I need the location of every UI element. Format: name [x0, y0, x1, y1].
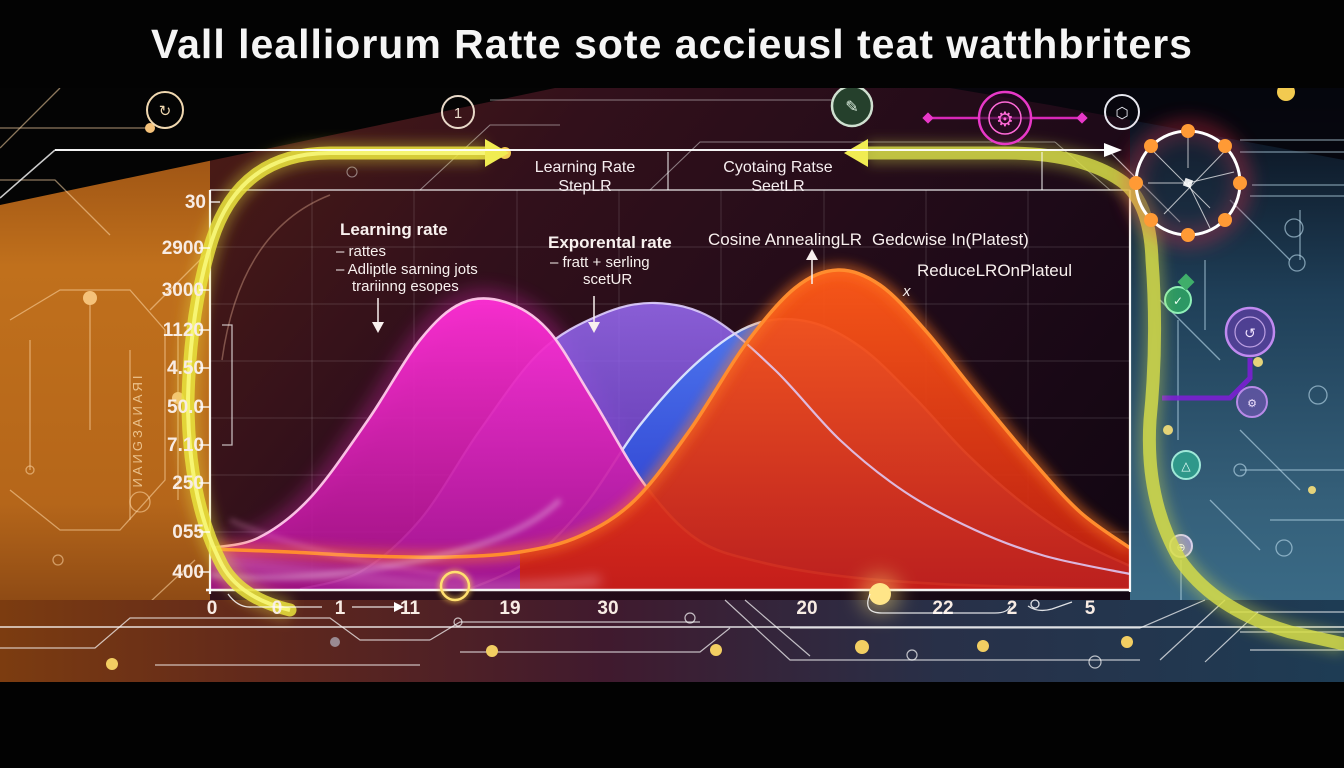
x-tick: 0 — [207, 598, 218, 619]
legend-left-title: Learning rate — [340, 220, 448, 239]
hexagon-icon — [1104, 94, 1140, 130]
curve-red-area — [520, 269, 1130, 589]
scheduler-label-1-line1: Learning Rate — [535, 159, 636, 176]
down-arrow-icon — [372, 322, 384, 333]
svg-text:↻: ↻ — [159, 103, 172, 120]
dial-circle — [1128, 123, 1248, 291]
svg-text:△: △ — [1181, 459, 1191, 473]
down-arrow-icon — [588, 322, 600, 333]
purple-node-large-icon — [1224, 306, 1276, 358]
teal-node-icon — [1171, 450, 1201, 480]
svg-text:⬡: ⬡ — [1115, 105, 1128, 122]
scheduler-label-2-line2: SeetLR — [751, 178, 804, 195]
reduce-lr-marker: x — [902, 283, 911, 300]
up-arrow-icon — [806, 249, 818, 260]
axis-glow-ring-core — [439, 570, 471, 602]
legend-left-item1: – rattes — [336, 243, 386, 260]
top-left-black-wedge — [0, 88, 555, 205]
y-axis-ticks: 30 2900 3000 1120 4.50 50.0 7.10 250 055… — [162, 192, 233, 583]
scheduler-label-2-line1: Cyotaing Ratse — [723, 159, 832, 176]
y-tick: 1120 — [163, 320, 204, 341]
svg-text:⚙: ⚙ — [1247, 398, 1257, 410]
curve-magenta-area — [210, 298, 1130, 589]
svg-text:1: 1 — [454, 105, 462, 122]
purple-connector-trace — [1162, 358, 1253, 401]
yellow-band-right — [861, 146, 1344, 651]
y-tick: 50.0 — [167, 397, 204, 418]
x-tick: 19 — [499, 598, 520, 619]
legend-mid-title: Exporental rate — [548, 233, 672, 252]
y-tick: 400 — [172, 562, 204, 583]
one-badge-icon — [441, 95, 475, 129]
yellow-band-left-core — [185, 151, 485, 612]
yellow-flow-bands — [176, 139, 1344, 655]
x-tick: 1 — [335, 598, 346, 619]
plot-area — [210, 190, 1130, 590]
bottom-circuit-traces — [0, 599, 1344, 670]
dial-rim-dots — [1129, 124, 1247, 242]
svg-text:↺: ↺ — [1244, 325, 1256, 341]
legend-mid-item1: – fratt + serling — [550, 254, 650, 271]
y-tick: 4.50 — [167, 358, 204, 379]
bar-arrowhead-icon — [1104, 143, 1122, 157]
legend-mid-item2: scetUR — [583, 271, 632, 288]
y-tick: 2900 — [162, 238, 204, 259]
faint-inner-curve — [221, 194, 331, 361]
svg-text:⚙: ⚙ — [996, 109, 1014, 131]
stepwise-label: Gedcwise In(Platest) — [872, 230, 1029, 249]
scheduler-label-1-line2: StepLR — [558, 178, 611, 195]
svg-text:✓: ✓ — [1173, 294, 1183, 308]
x-tick: 11 — [400, 598, 421, 619]
left-circuit-traces — [0, 87, 211, 631]
y-tick: 055 — [172, 522, 204, 543]
top-label-bar: Learning Rate StepLR Cyotaing Ratse Seet… — [0, 143, 1181, 223]
legend-left-item3: trariinng esopes — [352, 278, 459, 295]
yellow-arrowhead-left-icon — [844, 139, 868, 167]
purple-node-small-icon — [1236, 386, 1268, 418]
top-icon-row: ↻ 1 ✎ ⚙ ⬡ — [146, 83, 1295, 146]
yellow-arrowhead-right-icon — [485, 139, 509, 167]
x-axis-ticks: 0 0 1 11 19 30 20 22 2 5 — [207, 593, 1096, 619]
y-tick: 30 — [185, 192, 206, 213]
tick-bracket — [222, 324, 233, 446]
y-tick: 7.10 — [167, 435, 204, 456]
x-tick: 2 — [1007, 598, 1018, 619]
axis-connector-squiggles — [227, 593, 1073, 614]
decor-streaks — [210, 498, 601, 590]
legend-left-item2: – Adliptle sarning jots — [336, 261, 478, 278]
x-tick: 30 — [597, 598, 618, 619]
gear-icon — [977, 90, 1033, 146]
y-tick: 3000 — [162, 280, 204, 301]
refresh-icon — [146, 91, 184, 129]
x-tick: 20 — [796, 598, 817, 619]
y-tick: 250 — [172, 473, 204, 494]
title-band — [0, 0, 1344, 88]
axis-glow-dot — [869, 583, 891, 605]
bottom-black-band — [0, 682, 1344, 768]
cosine-annealing-label: Cosine AnnealingLR — [708, 230, 862, 249]
curve-purple-line-right — [700, 310, 1130, 576]
top-right-black-wedge — [950, 88, 1344, 160]
x-tick: 0 — [272, 598, 283, 619]
y-axis-vertical-label: ИAИGЗAИAЯI — [130, 372, 145, 487]
chart-annotations: Learning rate – rattes – Adliptle sarnin… — [336, 220, 1072, 333]
bottom-strip — [0, 600, 1344, 682]
x-tick: 22 — [932, 598, 953, 619]
reduce-lr-label: ReduceLROnPlateul — [917, 261, 1072, 280]
page-title: Vall lealliorum Ratte sote accieusl teat… — [151, 21, 1193, 67]
svg-text:✎: ✎ — [845, 99, 858, 116]
x-tick: 5 — [1085, 598, 1096, 619]
